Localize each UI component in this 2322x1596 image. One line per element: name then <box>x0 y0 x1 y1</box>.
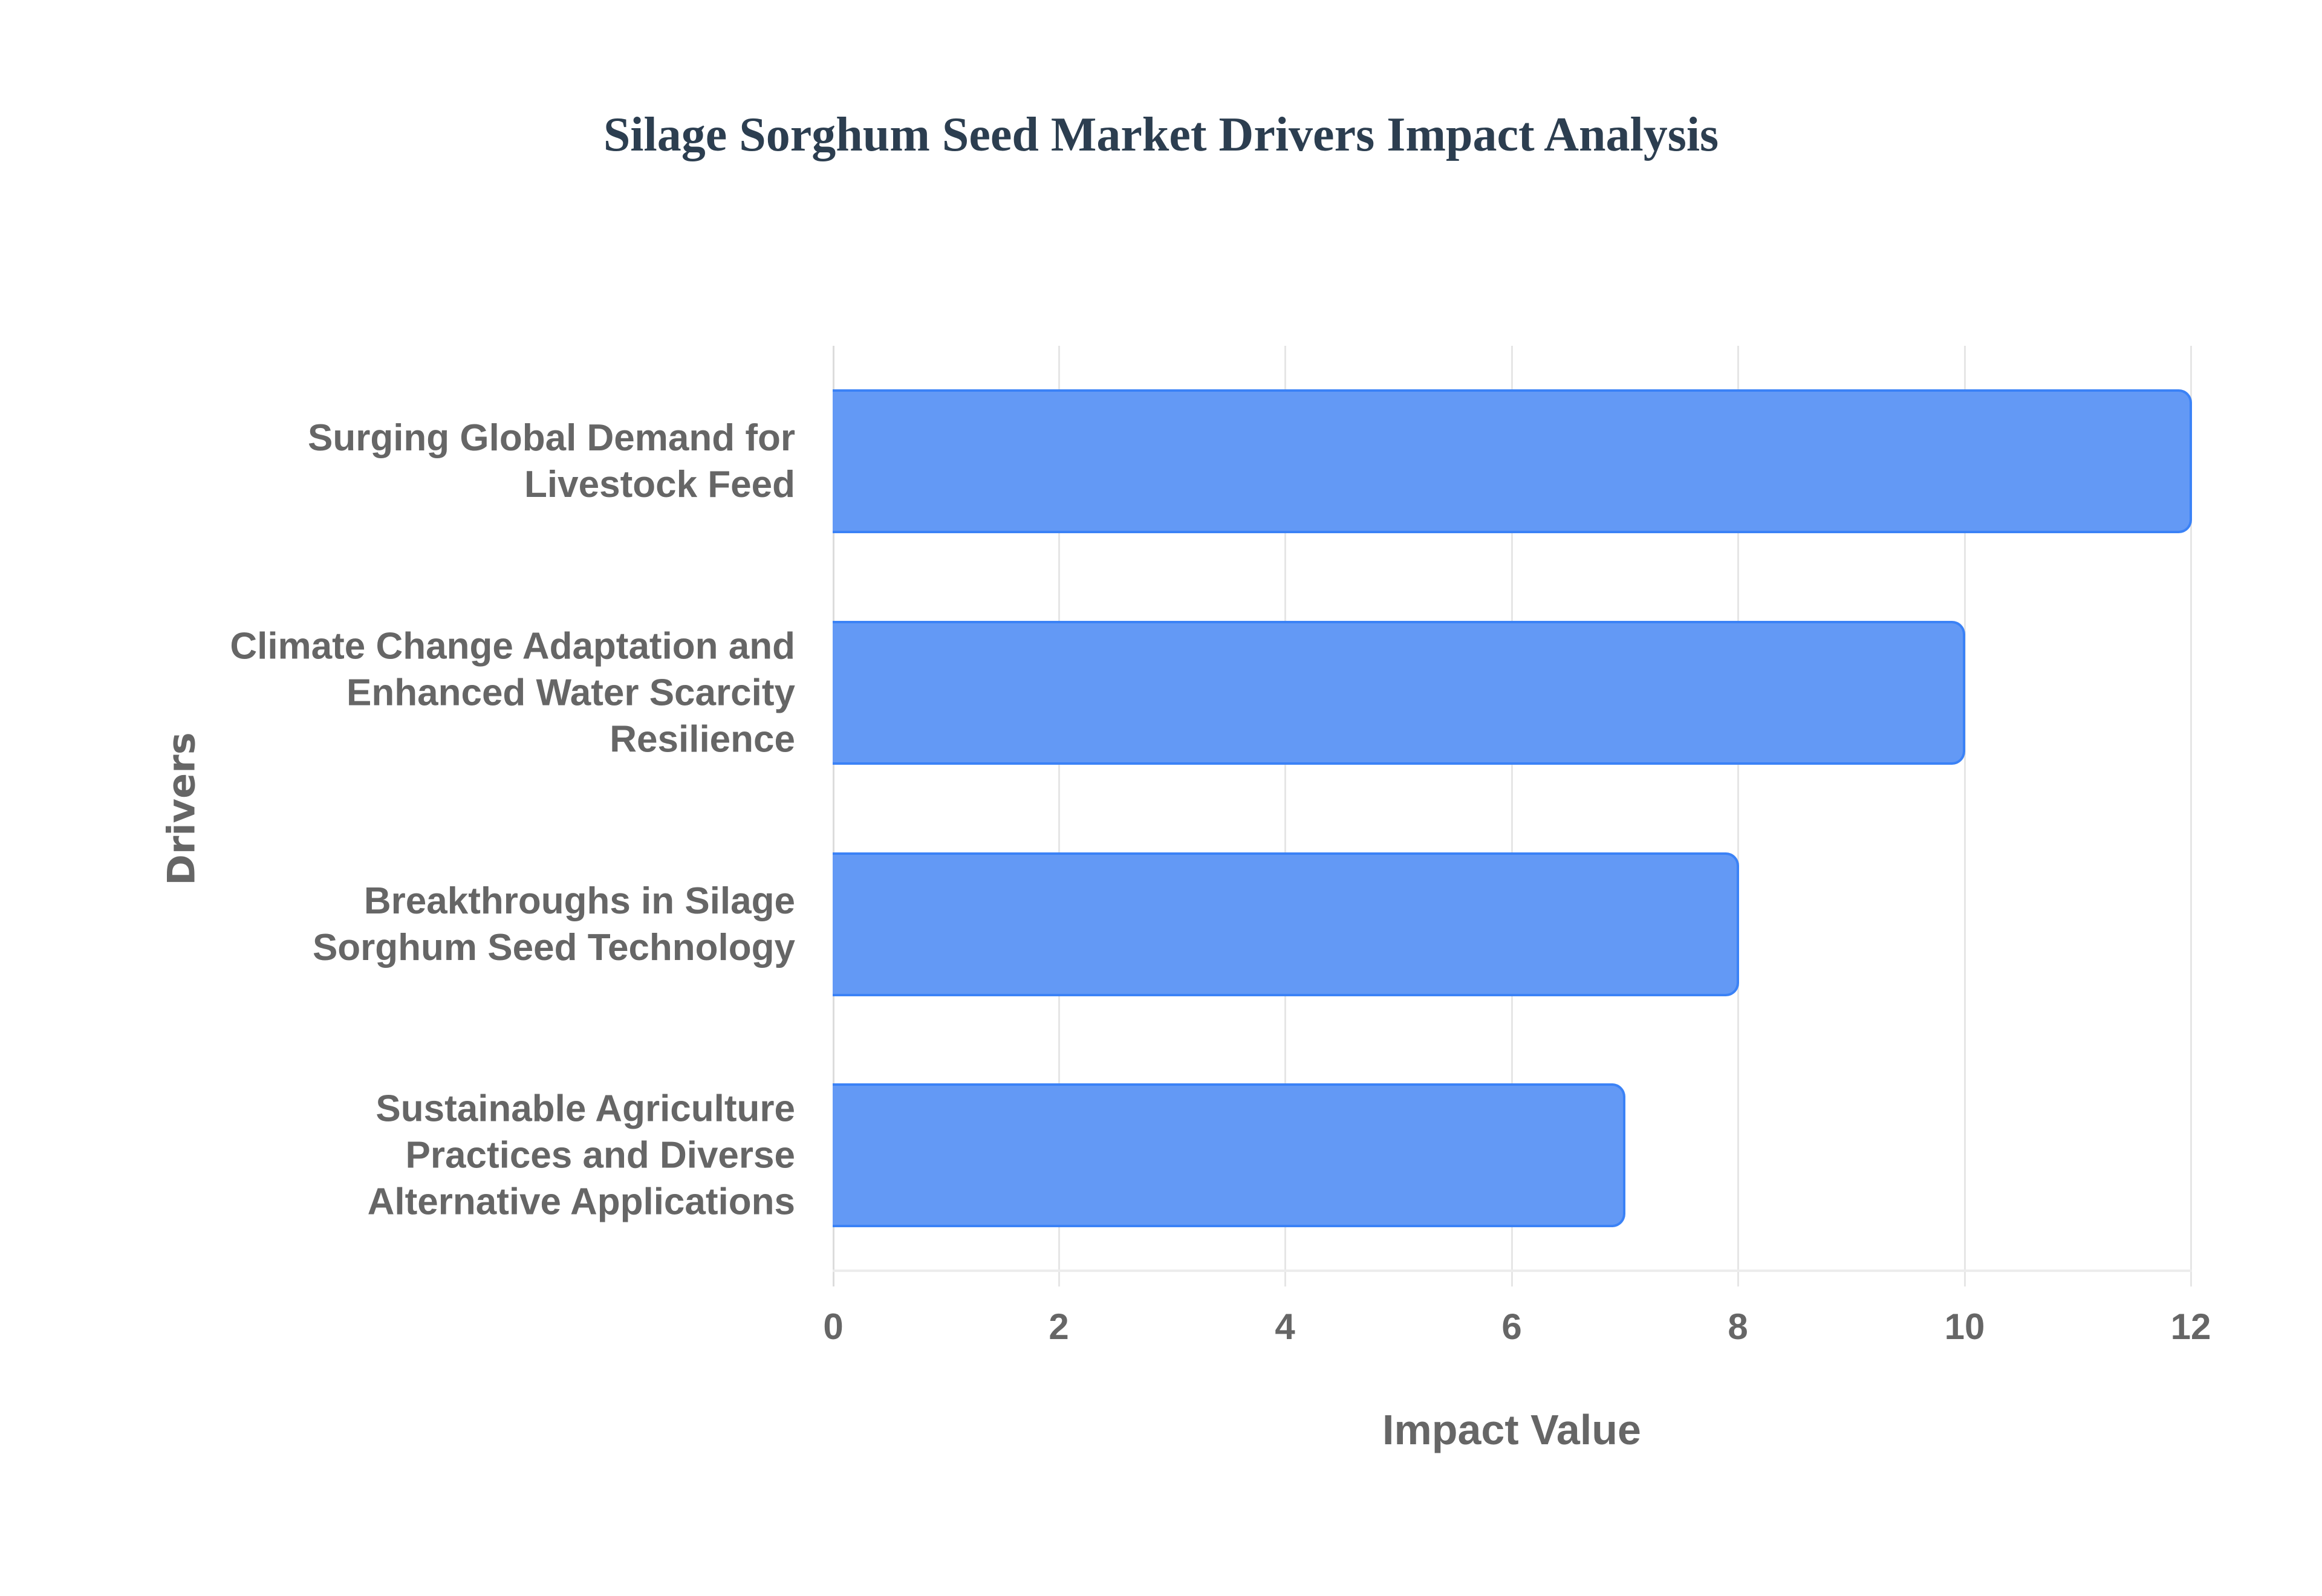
x-tick-label: 2 <box>1049 1306 1069 1347</box>
gridline-0 <box>833 346 834 1286</box>
category-label: Sustainable Agriculture Practices and Di… <box>190 1086 795 1225</box>
x-axis-line <box>833 1270 2192 1272</box>
gridline-4 <box>1284 346 1286 1286</box>
gridline-10 <box>1964 346 1966 1286</box>
x-tick-label: 8 <box>1728 1306 1748 1347</box>
x-tick-label: 0 <box>823 1306 844 1347</box>
bar-climate-change[interactable] <box>833 621 1965 765</box>
gridline-12 <box>2190 346 2192 1286</box>
category-label-line: Practices and Diverse <box>405 1134 796 1176</box>
plot-area <box>833 346 2192 1286</box>
category-label-line: Livestock Feed <box>524 464 795 505</box>
gridline-2 <box>1058 346 1060 1286</box>
gridline-6 <box>1511 346 1513 1286</box>
bar-seed-technology[interactable] <box>833 852 1739 996</box>
category-label-line: Climate Change Adaptation and <box>230 625 795 667</box>
category-label-line: Breakthroughs in Silage <box>363 880 795 922</box>
category-label: Surging Global Demand for Livestock Feed <box>190 415 795 508</box>
category-label-line: Sorghum Seed Technology <box>312 927 795 968</box>
category-label-line: Surging Global Demand for <box>307 417 795 459</box>
category-label: Climate Change Adaptation and Enhanced W… <box>190 623 795 763</box>
category-label-line: Sustainable Agriculture <box>376 1088 795 1130</box>
category-label-line: Enhanced Water Scarcity <box>346 672 795 714</box>
bar-sustainable-agriculture[interactable] <box>833 1083 1625 1227</box>
x-tick-label: 4 <box>1275 1306 1295 1347</box>
gridline-8 <box>1737 346 1739 1286</box>
category-label: Breakthroughs in Silage Sorghum Seed Tec… <box>190 878 795 971</box>
category-label-line: Resilience <box>610 718 795 761</box>
category-label-line: Alternative Applications <box>367 1181 795 1223</box>
x-axis-title: Impact Value <box>1382 1406 1641 1453</box>
x-tick-label: 12 <box>2170 1306 2211 1347</box>
bar-livestock-feed[interactable] <box>833 389 2192 533</box>
x-tick-label: 6 <box>1501 1306 1522 1347</box>
chart-title: Silage Sorghum Seed Market Drivers Impac… <box>603 108 1719 161</box>
x-tick-label: 10 <box>1944 1306 1985 1347</box>
